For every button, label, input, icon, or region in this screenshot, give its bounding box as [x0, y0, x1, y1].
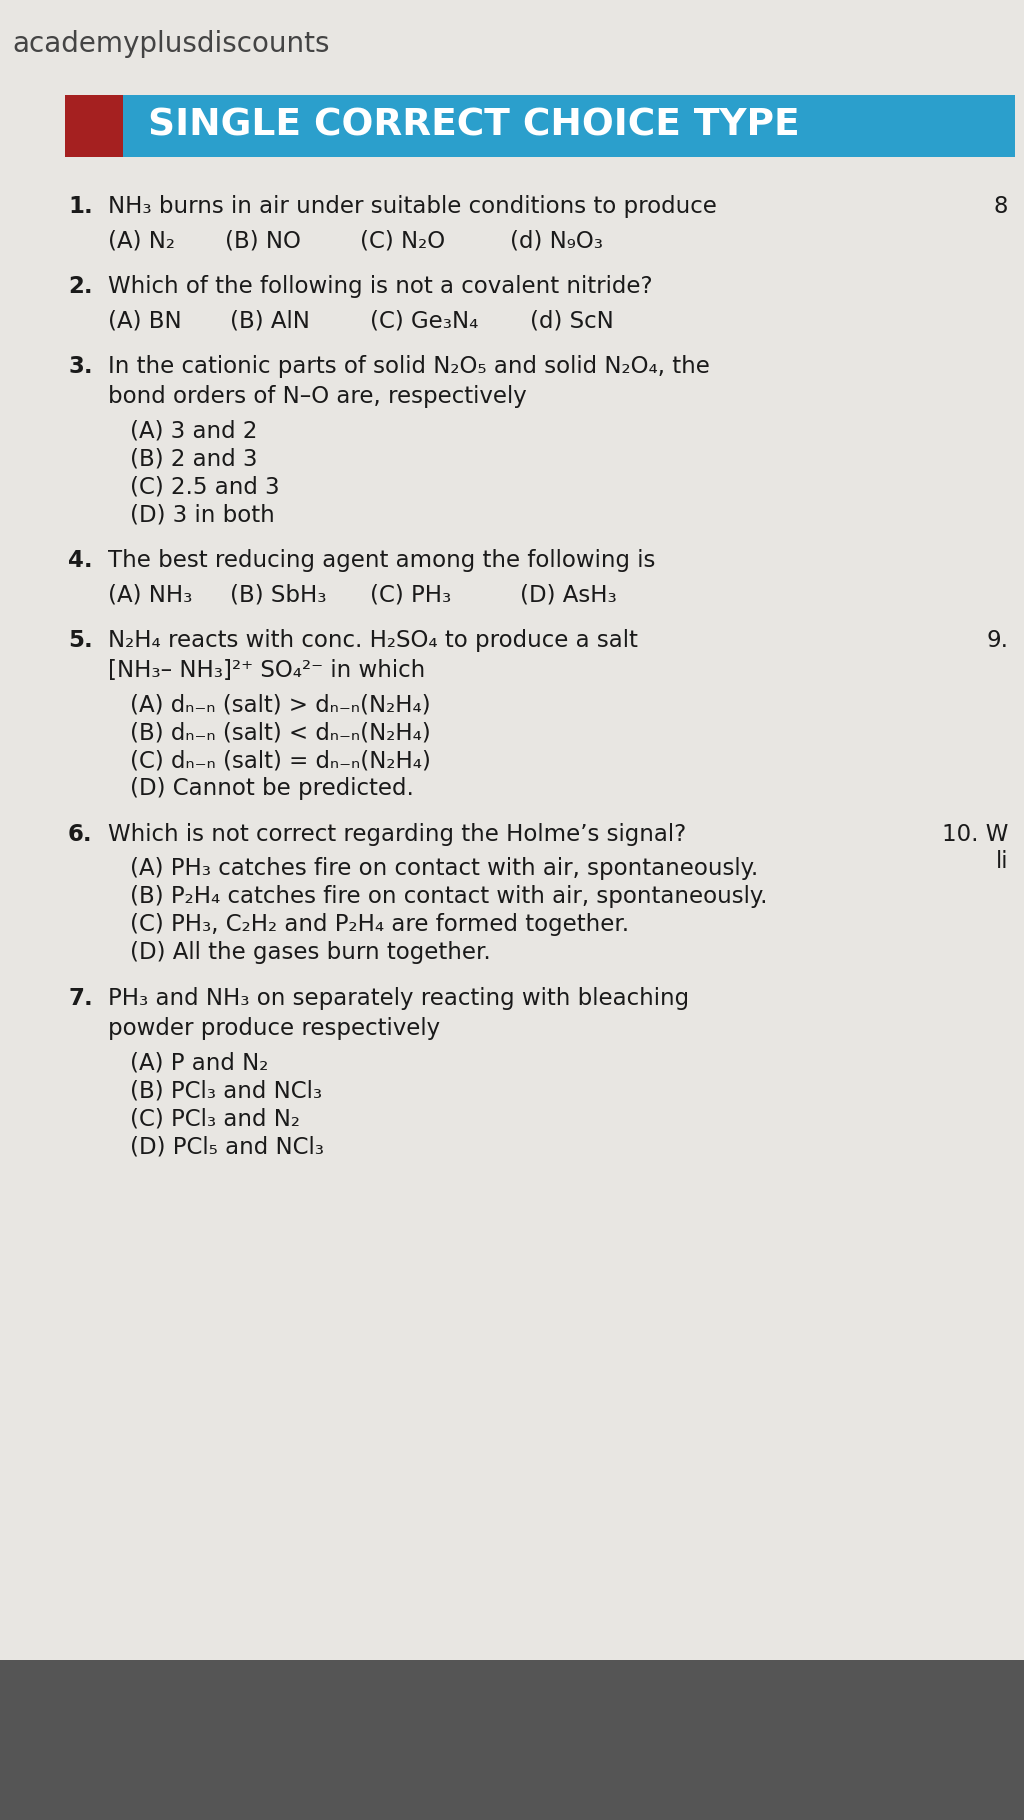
Text: (C) 2.5 and 3: (C) 2.5 and 3	[130, 475, 280, 499]
Text: (C) PH₃, C₂H₂ and P₂H₄ are formed together.: (C) PH₃, C₂H₂ and P₂H₄ are formed togeth…	[130, 914, 629, 935]
Text: SINGLE CORRECT CHOICE TYPE: SINGLE CORRECT CHOICE TYPE	[148, 107, 800, 144]
Text: (A) BN: (A) BN	[108, 309, 181, 331]
Text: 4.: 4.	[68, 550, 92, 571]
Text: (d) ScN: (d) ScN	[530, 309, 613, 331]
Text: (B) PCl₃ and NCl₃: (B) PCl₃ and NCl₃	[130, 1079, 323, 1101]
Text: N₂H₄ reacts with conc. H₂SO₄ to produce a salt: N₂H₄ reacts with conc. H₂SO₄ to produce …	[108, 630, 638, 652]
Text: (A) PH₃ catches fire on contact with air, spontaneously.: (A) PH₃ catches fire on contact with air…	[130, 857, 758, 881]
Text: 7.: 7.	[68, 986, 93, 1010]
Text: 2.: 2.	[68, 275, 92, 298]
Text: 1.: 1.	[68, 195, 93, 218]
Text: Which is not correct regarding the Holme’s signal?: Which is not correct regarding the Holme…	[108, 823, 686, 846]
Text: 3.: 3.	[68, 355, 92, 379]
Bar	[65, 95, 123, 157]
Text: The best reducing agent among the following is: The best reducing agent among the follow…	[108, 550, 655, 571]
Text: (A) 3 and 2: (A) 3 and 2	[130, 419, 257, 442]
Text: (D) AsH₃: (D) AsH₃	[520, 582, 616, 606]
Text: (B) AlN: (B) AlN	[230, 309, 310, 331]
Text: [NH₃– NH₃]²⁺ SO₄²⁻ in which: [NH₃– NH₃]²⁺ SO₄²⁻ in which	[108, 659, 425, 682]
Bar	[0, 1660, 1024, 1820]
Text: NH₃ burns in air under suitable conditions to produce: NH₃ burns in air under suitable conditio…	[108, 195, 717, 218]
Text: (C) N₂O: (C) N₂O	[360, 229, 445, 251]
Text: (B) SbH₃: (B) SbH₃	[230, 582, 327, 606]
Text: (A) dₙ₋ₙ (salt) > dₙ₋ₙ(N₂H₄): (A) dₙ₋ₙ (salt) > dₙ₋ₙ(N₂H₄)	[130, 693, 431, 715]
Text: 6.: 6.	[68, 823, 92, 846]
Text: bond orders of N–O are, respectively: bond orders of N–O are, respectively	[108, 386, 526, 408]
Text: (C) PH₃: (C) PH₃	[370, 582, 452, 606]
Text: (A) NH₃: (A) NH₃	[108, 582, 193, 606]
Text: (B) dₙ₋ₙ (salt) < dₙ₋ₙ(N₂H₄): (B) dₙ₋ₙ (salt) < dₙ₋ₙ(N₂H₄)	[130, 721, 431, 744]
Text: (B) 2 and 3: (B) 2 and 3	[130, 448, 257, 470]
Text: (C) Ge₃N₄: (C) Ge₃N₄	[370, 309, 478, 331]
Text: 9.: 9.	[986, 630, 1008, 652]
Text: 10. W: 10. W	[942, 823, 1008, 846]
Text: (B) P₂H₄ catches fire on contact with air, spontaneously.: (B) P₂H₄ catches fire on contact with ai…	[130, 885, 768, 908]
Text: (d) N₉O₃: (d) N₉O₃	[510, 229, 603, 251]
Text: li: li	[995, 850, 1008, 874]
Text: 5.: 5.	[68, 630, 93, 652]
Bar	[65, 95, 1015, 157]
Text: PH₃ and NH₃ on separately reacting with bleaching: PH₃ and NH₃ on separately reacting with …	[108, 986, 689, 1010]
Text: Which of the following is not a covalent nitride?: Which of the following is not a covalent…	[108, 275, 652, 298]
Text: academyplusdiscounts: academyplusdiscounts	[12, 29, 330, 58]
Text: (A) N₂: (A) N₂	[108, 229, 175, 251]
Text: 8: 8	[993, 195, 1008, 218]
Text: (D) Cannot be predicted.: (D) Cannot be predicted.	[130, 777, 414, 801]
Text: (D) 3 in both: (D) 3 in both	[130, 502, 274, 526]
Text: (D) PCl₅ and NCl₃: (D) PCl₅ and NCl₃	[130, 1136, 324, 1158]
Text: (A) P and N₂: (A) P and N₂	[130, 1050, 268, 1074]
Text: (B) NO: (B) NO	[225, 229, 301, 251]
Text: powder produce respectively: powder produce respectively	[108, 1017, 440, 1039]
Text: (D) All the gases burn together.: (D) All the gases burn together.	[130, 941, 490, 965]
Text: (C) dₙ₋ₙ (salt) = dₙ₋ₙ(N₂H₄): (C) dₙ₋ₙ (salt) = dₙ₋ₙ(N₂H₄)	[130, 750, 431, 772]
Text: (C) PCl₃ and N₂: (C) PCl₃ and N₂	[130, 1107, 300, 1130]
Text: In the cationic parts of solid N₂O₅ and solid N₂O₄, the: In the cationic parts of solid N₂O₅ and …	[108, 355, 710, 379]
